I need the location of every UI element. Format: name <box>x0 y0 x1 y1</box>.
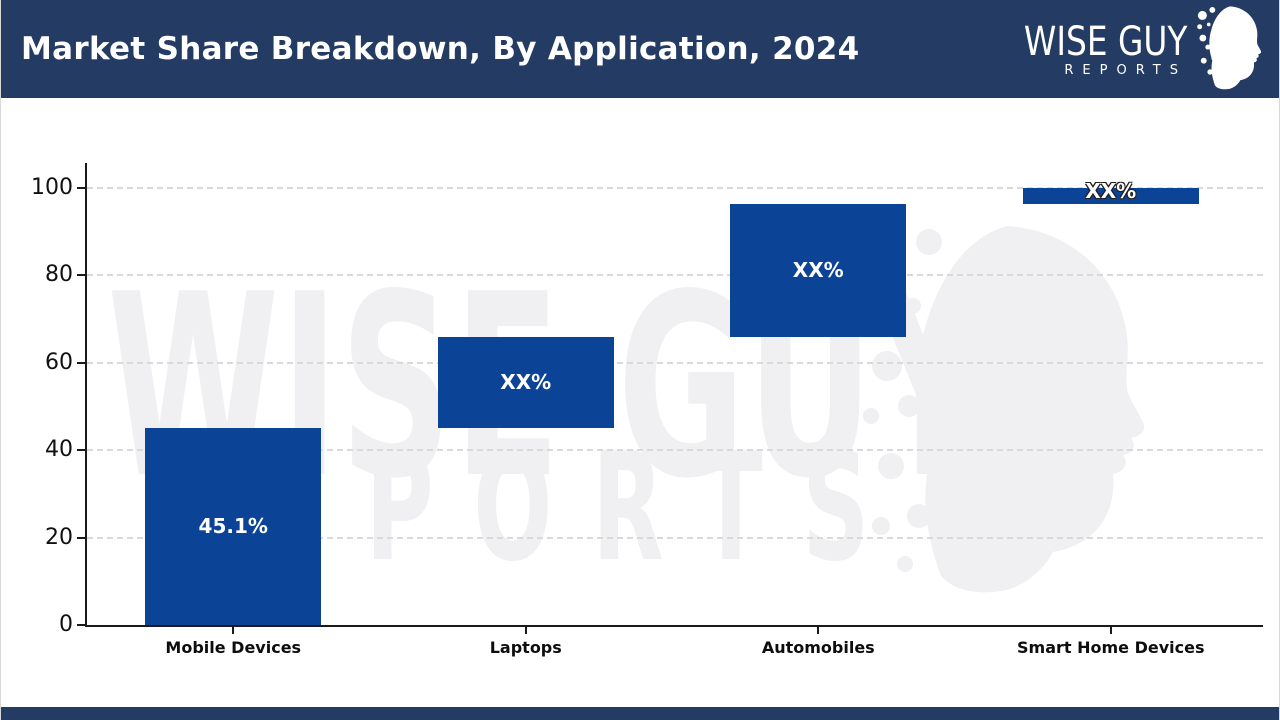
bar-value-label: XX% <box>500 370 552 395</box>
gridline-60 <box>87 361 1263 364</box>
bar-mobile-devices: 45.1% <box>145 427 322 625</box>
bar-value-label: 45.1% <box>198 514 268 539</box>
y-tick-mark-80 <box>77 274 85 276</box>
y-tick-mark-100 <box>77 186 85 189</box>
gridline-80 <box>87 274 1263 276</box>
bar-automobiles: XX% <box>730 203 907 338</box>
x-tick-mark-1 <box>524 627 527 634</box>
logo-subtext: REPORTS <box>1064 62 1187 78</box>
logo-wordmark: WISE GUY <box>1023 18 1187 65</box>
x-category-label-3: Smart Home Devices <box>1017 638 1205 657</box>
logo-text: WISE GUY REPORTS <box>988 19 1187 78</box>
chart-canvas: WISE GUY REPORTS 0 20 40 60 80 100 45.1% Mobile… <box>1 98 1279 707</box>
plot-area: 0 20 40 60 80 100 45.1% Mobile Devices XX% Laptop… <box>1 98 1279 707</box>
bar-laptops: XX% <box>437 337 614 428</box>
y-tick-mark-40 <box>77 449 85 451</box>
watermark-face-icon <box>862 226 1145 593</box>
x-tick-mark-0 <box>232 627 235 634</box>
y-tick-label-0: 0 <box>59 612 73 637</box>
bar-smart-home-devices: XX% <box>1022 179 1199 204</box>
x-category-label-2: Automobiles <box>761 638 875 657</box>
x-tick-mark-2 <box>817 627 820 634</box>
x-category-label-0: Mobile Devices <box>165 638 302 657</box>
y-tick-label-80: 80 <box>45 262 73 287</box>
y-tick-mark-0 <box>77 624 85 626</box>
gridline-40 <box>87 449 1263 451</box>
y-tick-label-100: 100 <box>31 174 73 200</box>
y-tick-mark-20 <box>77 536 85 539</box>
x-axis <box>85 625 1263 627</box>
gridline-100 <box>87 186 1263 189</box>
gridline-20 <box>87 536 1263 539</box>
wise-guy-logo: WISE GUY REPORTS <box>988 5 1267 91</box>
y-tick-label-40: 40 <box>45 437 73 462</box>
x-category-label-1: Laptops <box>489 638 562 657</box>
bar-value-label: XX% <box>792 258 844 283</box>
bar-value-label: XX% <box>1085 178 1137 203</box>
x-tick-mark-3 <box>1109 627 1112 634</box>
page-title: Market Share Breakdown, By Application, … <box>21 31 860 67</box>
logo-face-icon <box>1197 6 1262 90</box>
y-axis <box>85 163 87 627</box>
y-tick-label-20: 20 <box>45 524 73 550</box>
footer-bar <box>1 707 1279 720</box>
header: Market Share Breakdown, By Application, … <box>1 0 1279 98</box>
y-tick-label-60: 60 <box>45 349 73 375</box>
y-tick-mark-60 <box>77 361 85 364</box>
